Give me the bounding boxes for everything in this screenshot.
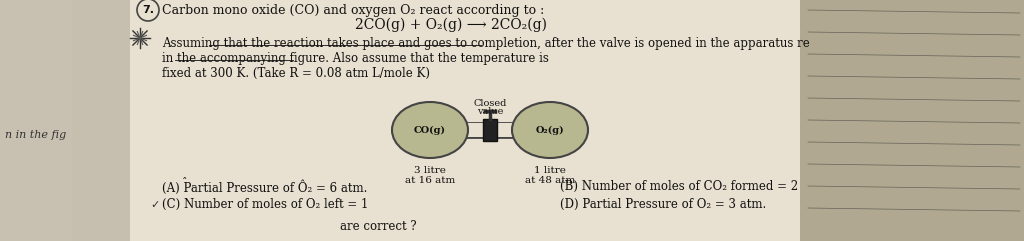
Bar: [94, 0, 97, 241]
Bar: [84, 0, 86, 241]
Text: fixed at 300 K. (Take R = 0.08 atm L/mole K): fixed at 300 K. (Take R = 0.08 atm L/mol…: [162, 67, 430, 80]
Bar: [104, 0, 108, 241]
Bar: [106, 0, 109, 241]
Text: (A) Partial Pressure of Ô₂ = 6 atm.: (A) Partial Pressure of Ô₂ = 6 atm.: [162, 180, 368, 194]
Ellipse shape: [512, 102, 588, 158]
Text: at 16 atm: at 16 atm: [404, 176, 455, 185]
Bar: [121, 0, 124, 241]
Bar: [108, 0, 111, 241]
Text: at 48 atm: at 48 atm: [525, 176, 575, 185]
Bar: [89, 0, 92, 241]
Bar: [72, 0, 75, 241]
Bar: [466, 123, 514, 137]
Bar: [118, 0, 121, 241]
Bar: [115, 0, 118, 241]
Bar: [120, 0, 123, 241]
Text: 2CO(g) + O₂(g) ⟶ 2CO₂(g): 2CO(g) + O₂(g) ⟶ 2CO₂(g): [355, 18, 547, 32]
Bar: [91, 0, 94, 241]
Text: Carbon mono oxide (CO) and oxygen O₂ react according to :: Carbon mono oxide (CO) and oxygen O₂ rea…: [162, 4, 544, 17]
Bar: [123, 0, 126, 241]
Bar: [97, 0, 100, 241]
Bar: [88, 0, 91, 241]
Bar: [130, 0, 133, 241]
Text: 3 litre: 3 litre: [414, 166, 445, 175]
Bar: [82, 0, 85, 241]
Text: ˆ: ˆ: [182, 178, 187, 188]
Bar: [111, 0, 114, 241]
Text: are correct ?: are correct ?: [340, 220, 417, 233]
Bar: [76, 0, 79, 241]
Bar: [85, 0, 88, 241]
Text: (B) Number of moles of CO₂ formed = 2: (B) Number of moles of CO₂ formed = 2: [560, 180, 798, 193]
Bar: [126, 0, 128, 241]
Bar: [100, 0, 103, 241]
Text: n in the fig: n in the fig: [5, 130, 67, 140]
Bar: [86, 0, 89, 241]
Bar: [78, 0, 81, 241]
Text: (D) Partial Pressure of O₂ = 3 atm.: (D) Partial Pressure of O₂ = 3 atm.: [560, 198, 766, 211]
Ellipse shape: [392, 102, 468, 158]
Text: value: value: [477, 107, 503, 116]
Bar: [101, 0, 104, 241]
Text: in the accompanying figure. Also assume that the temperature is: in the accompanying figure. Also assume …: [162, 52, 549, 65]
Bar: [124, 0, 127, 241]
Text: O₂(g): O₂(g): [536, 125, 564, 134]
Bar: [109, 0, 112, 241]
Bar: [75, 0, 78, 241]
Bar: [81, 0, 84, 241]
Bar: [483, 119, 497, 141]
Text: 1 litre: 1 litre: [535, 166, 566, 175]
Bar: [73, 0, 76, 241]
Text: CO(g): CO(g): [414, 125, 446, 134]
Bar: [114, 0, 117, 241]
Bar: [128, 0, 131, 241]
Bar: [98, 0, 101, 241]
Bar: [0, 0, 130, 241]
Bar: [127, 0, 130, 241]
Bar: [92, 0, 95, 241]
Bar: [79, 0, 82, 241]
Text: (C) Number of moles of O₂ left = 1: (C) Number of moles of O₂ left = 1: [162, 198, 369, 211]
Bar: [95, 0, 98, 241]
Text: Closed: Closed: [473, 99, 507, 108]
Text: Assuming that the reaction takes place and goes to completion, after the valve i: Assuming that the reaction takes place a…: [162, 37, 810, 50]
Bar: [117, 0, 120, 241]
Bar: [800, 0, 1024, 241]
Text: ✓: ✓: [150, 200, 160, 210]
Text: 7.: 7.: [142, 5, 154, 15]
Bar: [112, 0, 115, 241]
Bar: [103, 0, 106, 241]
